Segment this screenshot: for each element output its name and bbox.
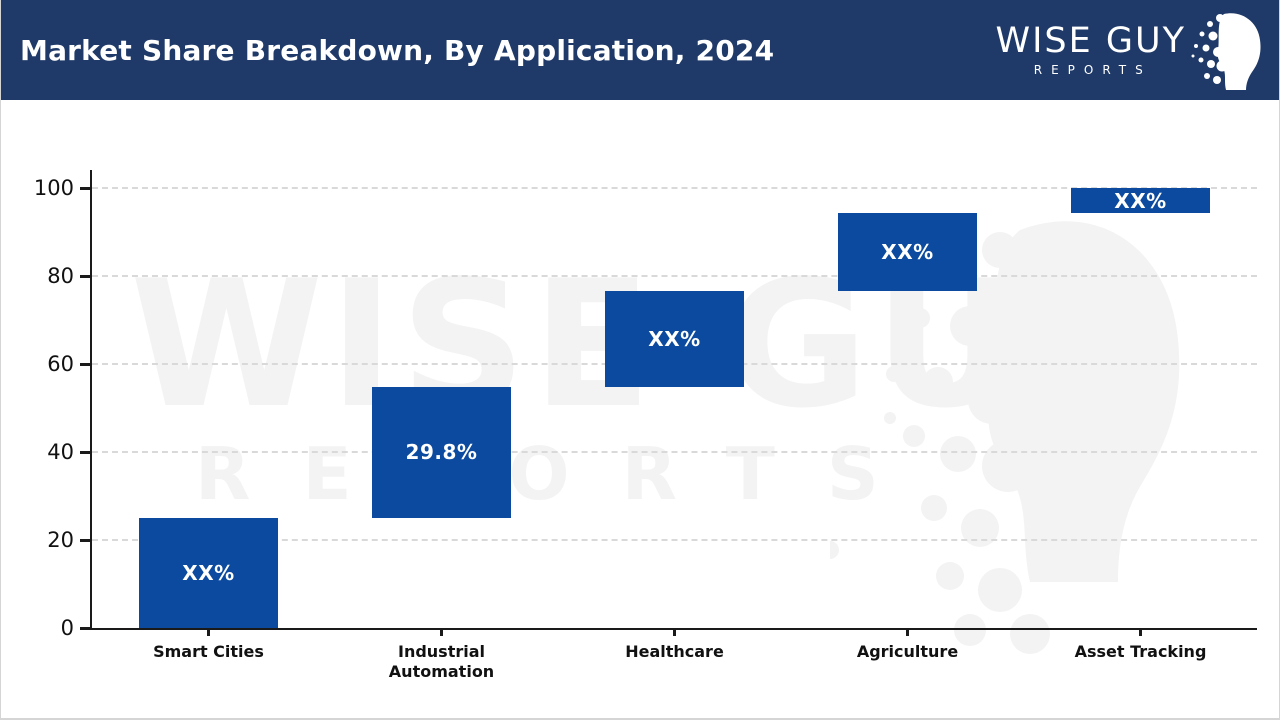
logo-wordmark: WISE GUY <box>995 20 1186 61</box>
bar-value-label: XX% <box>1114 188 1167 213</box>
bar-industrial-automation: 29.8% <box>372 386 511 518</box>
bar-value-label: XX% <box>182 560 235 585</box>
y-axis-tick-label: 20 <box>47 528 74 552</box>
y-axis-tick-mark <box>80 451 90 454</box>
y-axis-tick-label: 100 <box>33 176 74 201</box>
plot-area: 0 20 40 60 80 100 XX% Smart Cities 29.8% Industri… <box>34 170 1257 681</box>
gridline <box>92 451 1257 453</box>
bar-value-label: XX% <box>648 326 701 351</box>
x-axis-tick-mark <box>673 628 676 636</box>
x-axis-tick-mark <box>207 628 210 636</box>
logo-head-icon <box>1191 13 1261 91</box>
gridline <box>92 539 1257 541</box>
x-axis-category-label: Smart Cities <box>153 642 264 661</box>
x-axis-tick-mark <box>1139 628 1142 636</box>
bar-healthcare: XX% <box>605 290 744 387</box>
gridline <box>92 275 1257 278</box>
x-axis-category-label: Asset Tracking <box>1074 642 1207 661</box>
y-axis-tick-label: 40 <box>47 440 74 464</box>
y-axis-tick-label: 60 <box>47 352 74 377</box>
wise-guy-logo: WISE GUY REPORTS <box>995 6 1280 94</box>
x-axis-tick-mark <box>906 628 909 636</box>
x-axis-category-label: Industrial Automation <box>388 642 495 681</box>
header-bar: Market Share Breakdown, By Application, … <box>0 0 1280 100</box>
bar-agriculture: XX% <box>838 213 977 291</box>
y-axis-tick-mark <box>80 275 90 278</box>
y-axis-tick-mark <box>80 627 90 630</box>
y-axis-tick-mark <box>80 363 90 366</box>
y-axis-tick-mark <box>80 539 90 542</box>
x-axis-category-label: Agriculture <box>856 642 959 661</box>
y-axis-tick-label: 80 <box>47 264 74 289</box>
bar-smart-cities: XX% <box>139 518 278 628</box>
gridline <box>92 187 1257 190</box>
y-axis-tick-mark <box>80 187 90 190</box>
x-axis-category-label: Healthcare <box>625 642 724 661</box>
bar-asset-tracking: XX% <box>1071 188 1210 214</box>
bar-value-label: XX% <box>881 240 934 265</box>
x-axis-tick-mark <box>440 628 443 636</box>
logo-subtext: REPORTS <box>1033 62 1152 77</box>
chart-title: Market Share Breakdown, By Application, … <box>20 33 775 67</box>
bar-value-label: 29.8% <box>405 440 478 465</box>
y-axis-tick-label: 0 <box>60 616 74 640</box>
